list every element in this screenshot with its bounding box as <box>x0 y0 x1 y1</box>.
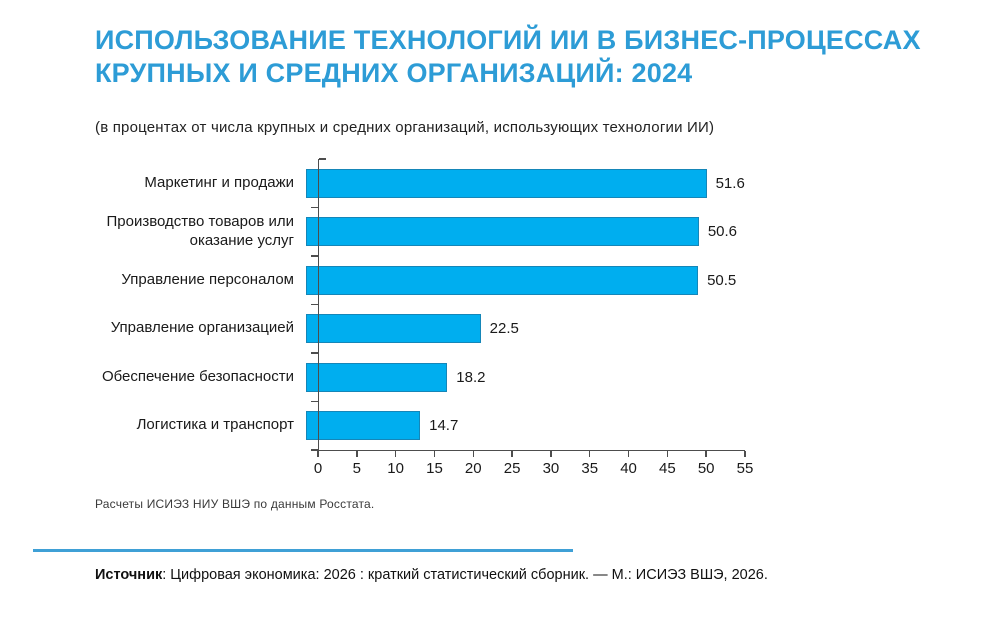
bar-value-label: 22.5 <box>489 320 519 338</box>
value-axis-tick <box>627 451 630 457</box>
chart-row: Управление организацией 22.5 <box>95 305 785 354</box>
chart-row: Управление персоналом 50.5 <box>95 256 785 305</box>
value-axis-tick-label: 30 <box>542 460 560 477</box>
bar-chart: Маркетинг и продажи 51.6 Производство това… <box>95 158 785 480</box>
bar <box>306 217 699 247</box>
bar-area: 50.5 <box>306 256 785 305</box>
value-axis-tick <box>666 451 669 457</box>
category-axis-tick <box>311 255 318 257</box>
value-axis-tick <box>744 451 746 457</box>
value-axis-tick-label: 20 <box>464 460 482 477</box>
value-axis-tick <box>356 451 358 457</box>
value-axis-tick-label: 10 <box>387 460 404 477</box>
value-axis-tick-label: 50 <box>697 460 715 477</box>
footnote: Расчеты ИСИЭЗ НИУ ВШЭ по данным Росстата… <box>95 497 375 511</box>
bar-value-label: 18.2 <box>456 368 486 386</box>
value-axis-tick-label: 25 <box>503 460 521 477</box>
category-label: Логистика и транспорт <box>136 416 294 434</box>
value-axis-tick-label: 5 <box>352 460 361 477</box>
chart-row: Логистика и транспорт 14.7 <box>95 402 785 451</box>
divider-line <box>33 549 573 552</box>
category-label: Управление организацией <box>110 319 294 337</box>
bar-value-label: 50.5 <box>707 271 737 289</box>
value-axis-tick-label: 35 <box>581 460 599 477</box>
category-axis-tick <box>311 352 318 354</box>
value-axis-tick-label: 45 <box>659 460 676 477</box>
chart-rows: Маркетинг и продажи 51.6 Производство това… <box>95 159 785 450</box>
chart-title-line1: ИСПОЛЬЗОВАНИЕ ТЕХНОЛОГИЙ ИИ В БИЗНЕС-ПРО… <box>95 25 921 55</box>
bar-area: 51.6 <box>306 159 785 208</box>
value-axis-tick <box>550 451 552 457</box>
category-label: Управление персоналом <box>121 270 294 288</box>
value-axis-tick <box>317 451 319 457</box>
category-label: Производство товаров или оказание услуг <box>106 213 295 249</box>
bar <box>306 362 448 392</box>
category-axis-tick <box>311 400 318 403</box>
chart-title: ИСПОЛЬЗОВАНИЕ ТЕХНОЛОГИЙ ИИ В БИЗНЕС-ПРО… <box>95 24 945 90</box>
bar-value-label: 51.6 <box>715 174 745 192</box>
value-axis: 0 5 10 15 20 25 30 35 40 45 50 55 <box>314 450 753 480</box>
bar-area: 18.2 <box>306 353 785 402</box>
bar-area: 14.7 <box>306 402 785 451</box>
chart-title-line2: КРУПНЫХ И СРЕДНИХ ОРГАНИЗАЦИЙ: 2024 <box>95 57 693 88</box>
category-axis-tick <box>311 449 318 451</box>
chart-row: Маркетинг и продажи 51.6 <box>95 159 785 208</box>
source-label: Источник <box>95 567 163 583</box>
category-label: Обеспечение безопасности <box>101 367 294 385</box>
chart-row: Обеспечение безопасности 18.2 <box>95 353 785 402</box>
bar <box>306 314 481 344</box>
source-line: Источник: Цифровая экономика: 2026 : кра… <box>95 567 955 583</box>
category-axis-line <box>318 159 319 450</box>
value-axis-tick <box>705 451 707 457</box>
chart-subtitle: (в процентах от числа крупных и средних … <box>95 119 715 136</box>
bar <box>306 265 699 295</box>
bar-area: 50.6 <box>306 208 785 257</box>
source-text: : Цифровая экономика: 2026 : краткий ста… <box>162 567 768 583</box>
value-axis-tick <box>472 451 475 457</box>
value-axis-tick <box>588 451 591 457</box>
bar <box>306 168 707 198</box>
category-axis-tick <box>319 158 326 160</box>
value-axis-tick-label: 0 <box>313 460 323 477</box>
category-axis-tick <box>311 303 318 306</box>
value-axis-tick-label: 55 <box>736 460 754 477</box>
bar-area: 22.5 <box>306 305 785 354</box>
value-axis-tick-label: 15 <box>426 460 443 477</box>
value-axis-tick <box>433 451 436 457</box>
bar-value-label: 50.6 <box>707 223 738 241</box>
category-label: Маркетинг и продажи <box>144 173 294 191</box>
category-axis-tick <box>311 206 318 209</box>
chart-row: Производство товаров или оказание услуг 5… <box>95 208 785 257</box>
value-axis-tick <box>511 451 513 457</box>
value-axis-tick-label: 40 <box>620 460 637 477</box>
bar <box>306 411 421 441</box>
bar-value-label: 14.7 <box>429 417 459 435</box>
value-axis-tick <box>394 451 397 457</box>
